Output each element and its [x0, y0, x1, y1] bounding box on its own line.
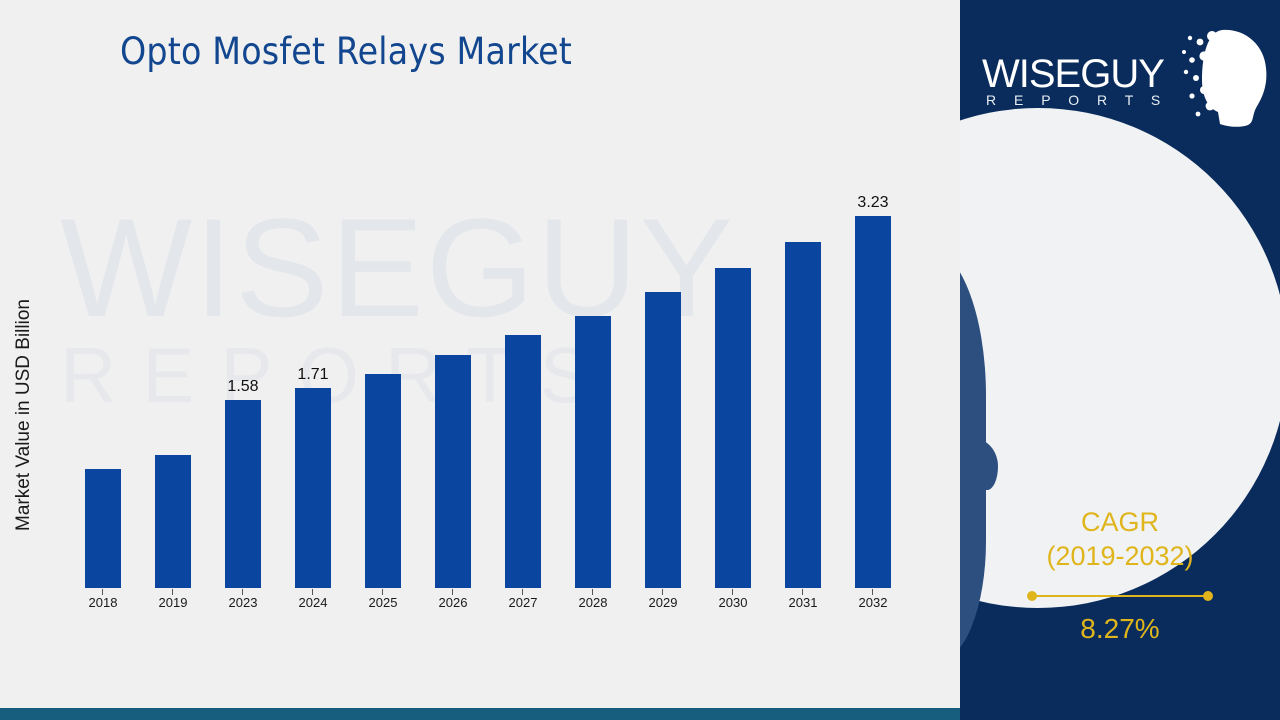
- chart-bar: [155, 455, 191, 588]
- x-axis-tick-label: 2019: [158, 595, 188, 610]
- brand-panel: WISEGUY R E P O R T S CAGR (2019-2032) 8…: [960, 0, 1280, 720]
- chart-bar: [435, 355, 471, 588]
- x-axis-tick: [662, 589, 663, 595]
- chart-bar: [225, 400, 261, 588]
- bar-slot: [558, 160, 628, 588]
- x-axis-tick: [172, 589, 173, 595]
- chart-bar: [85, 469, 121, 588]
- bar-slot: [628, 160, 698, 588]
- x-axis-tick-label: 2018: [88, 595, 118, 610]
- bar-chart-plot: 1.58 1.71 3.23: [68, 160, 928, 588]
- logo-subtitle: R E P O R T S: [986, 92, 1168, 108]
- chart-bar: [785, 242, 821, 588]
- bar-slot: 1.71: [278, 160, 348, 588]
- dotted-head-profile-icon: [1182, 29, 1267, 127]
- logo-wordmark: WISEGUY: [982, 52, 1165, 96]
- cagr-block: CAGR (2019-2032) 8.27%: [960, 505, 1280, 645]
- x-axis-tick-label: 2027: [508, 595, 538, 610]
- bar-slot: [488, 160, 558, 588]
- x-axis-tick-label: 2031: [788, 595, 818, 610]
- x-axis-tick: [732, 589, 733, 595]
- x-axis-tick: [382, 589, 383, 595]
- x-axis: 2018 2019 2023 2024 2025 2026 2027 2028 2029 2030…: [68, 0, 928, 720]
- x-axis-tick: [872, 589, 873, 595]
- cagr-divider-line: [1031, 595, 1209, 597]
- wiseguy-reports-logo: WISEGUY R E P O R T S: [982, 29, 1267, 127]
- cagr-value: 8.27%: [1080, 613, 1160, 644]
- x-axis-tick-label: 2026: [438, 595, 468, 610]
- cagr-period: (2019-2032): [1046, 541, 1194, 571]
- y-axis-label: Market Value in USD Billion: [13, 299, 34, 531]
- x-axis-tick: [312, 589, 313, 595]
- x-axis-tick: [592, 589, 593, 595]
- chart-bar: [715, 268, 751, 588]
- x-axis-tick-label: 2023: [228, 595, 258, 610]
- bar-slot: 3.23: [838, 160, 908, 588]
- cagr-divider-dot-right: [1203, 591, 1213, 601]
- chart-bar: [505, 335, 541, 588]
- x-axis-tick-label: 2030: [718, 595, 748, 610]
- footer-strip: [0, 708, 960, 720]
- page-title: Opto Mosfet Relays Market: [120, 30, 573, 73]
- bar-slot: [348, 160, 418, 588]
- bar-slot: 1.58: [208, 160, 278, 588]
- x-axis-tick: [102, 589, 103, 595]
- bar-slot: [418, 160, 488, 588]
- x-axis-tick: [802, 589, 803, 595]
- x-axis-tick: [522, 589, 523, 595]
- chart-bar: [855, 216, 891, 588]
- chart-panel: WISEGUY REPORTS Opto Mosfet Relays Marke…: [0, 0, 960, 720]
- x-axis-tick-label: 2024: [298, 595, 328, 610]
- x-axis-tick-label: 2032: [858, 595, 888, 610]
- x-axis-tick-label: 2028: [578, 595, 608, 610]
- cagr-divider-dot-left: [1027, 591, 1037, 601]
- chart-bar: [645, 292, 681, 588]
- bar-value-label: 3.23: [857, 194, 889, 211]
- bar-slot: [68, 160, 138, 588]
- cagr-label: CAGR: [1080, 507, 1159, 537]
- chart-bar: [575, 316, 611, 588]
- x-axis-tick: [452, 589, 453, 595]
- x-axis-tick: [242, 589, 243, 595]
- bar-slot: [768, 160, 838, 588]
- x-axis-tick-label: 2029: [648, 595, 678, 610]
- bar-value-label: 1.58: [227, 378, 259, 395]
- bar-slot: [698, 160, 768, 588]
- x-axis-tick-label: 2025: [368, 595, 398, 610]
- cagr-divider: [1027, 591, 1213, 601]
- head-nose-shape: [960, 438, 998, 490]
- bar-value-label: 1.71: [297, 366, 329, 383]
- bar-slot: [138, 160, 208, 588]
- chart-bar: [365, 374, 401, 588]
- chart-bar: [295, 388, 331, 588]
